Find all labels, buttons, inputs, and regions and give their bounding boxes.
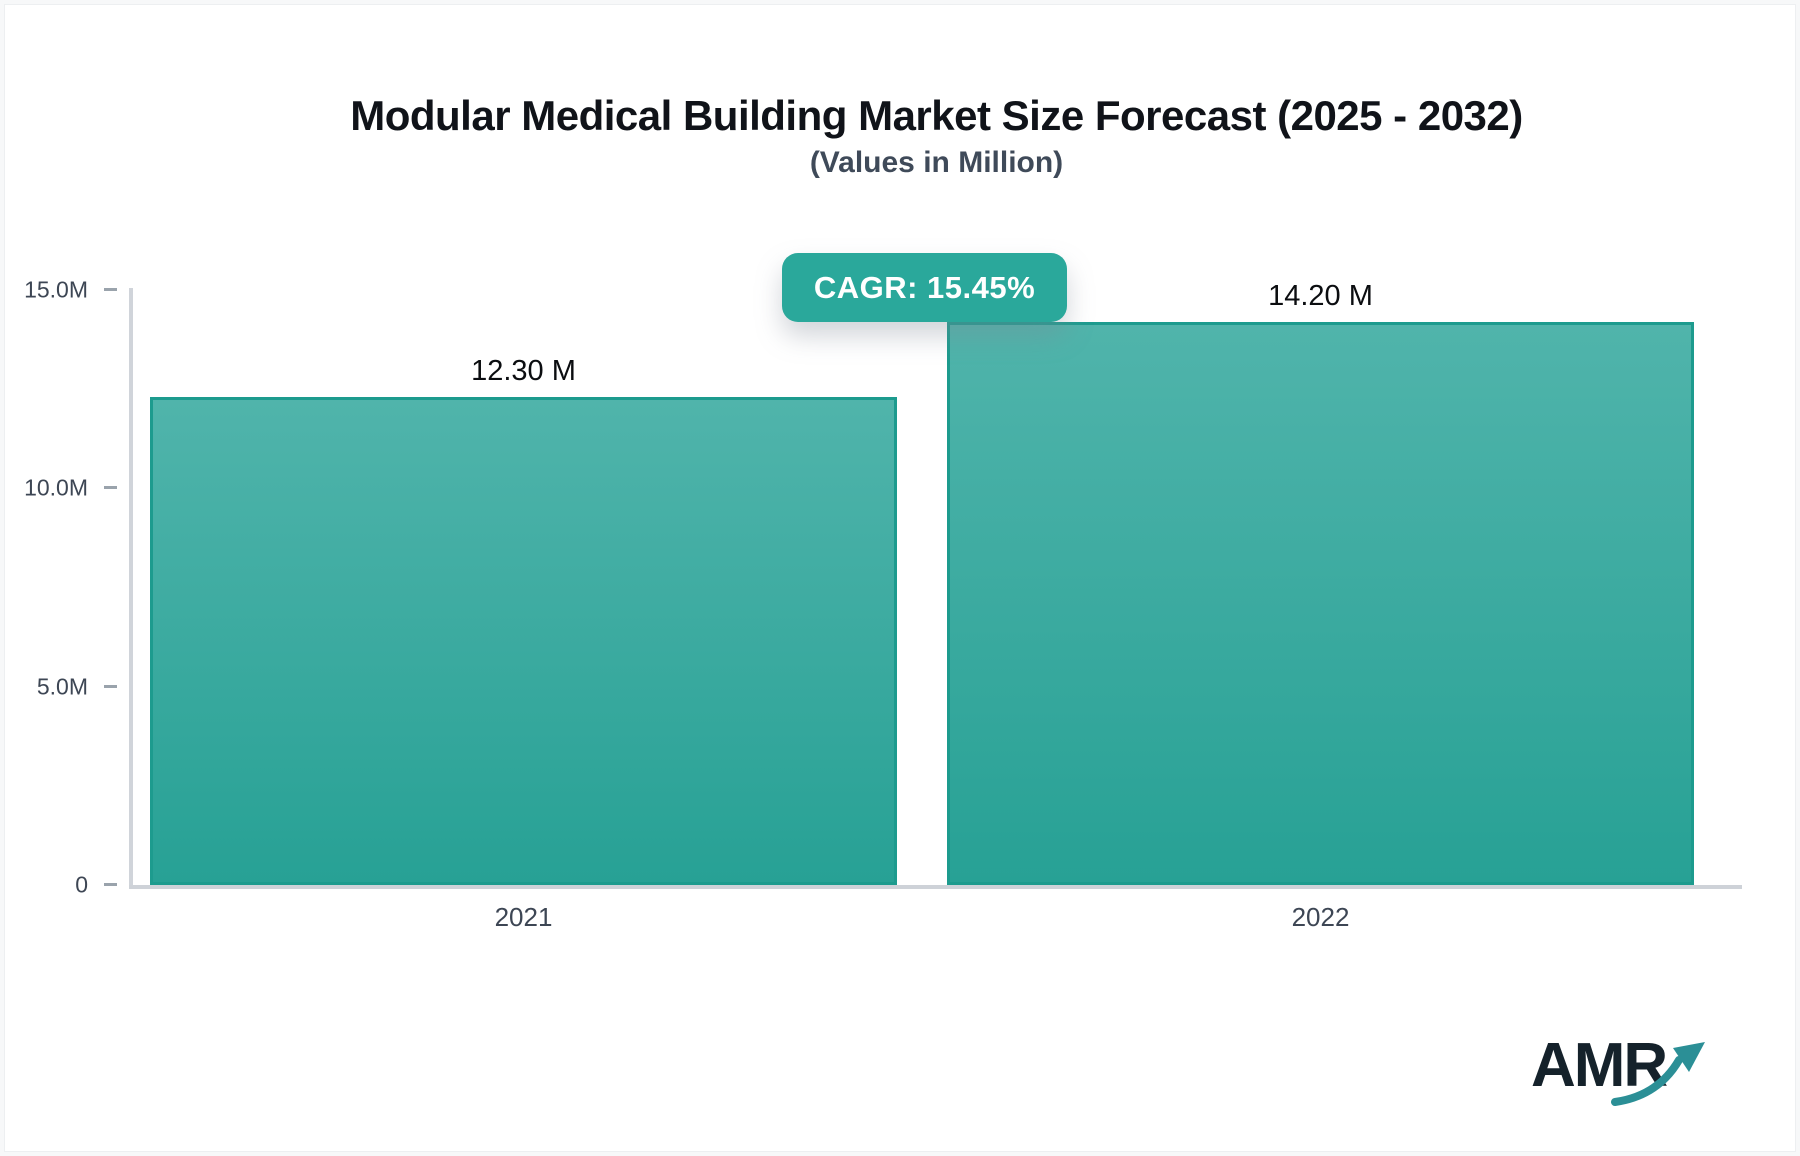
trending-up-arrow-icon (1611, 1042, 1705, 1106)
y-tick-mark (104, 288, 117, 291)
bar (150, 397, 897, 885)
y-axis-line (129, 288, 133, 889)
y-tick-mark (104, 684, 117, 688)
y-tick-label: 5.0M (36, 673, 88, 700)
amr-logo: AMR (1515, 1018, 1735, 1128)
y-tick-mark (104, 486, 117, 490)
chart-subtitle: (Values in Million) (809, 146, 1064, 179)
y-tick-label: 10.0M (24, 474, 88, 501)
bar (947, 321, 1694, 885)
bar-value-label: 12.30 M (471, 355, 576, 388)
x-axis-category-label: 2022 (1291, 902, 1350, 932)
y-tick-mark (104, 883, 117, 886)
y-tick-label: 15.0M (24, 276, 88, 303)
x-axis-line (129, 885, 1742, 889)
cagr-badge: CAGR: 15.45% (782, 253, 1067, 322)
cagr-badge-label: CAGR: 15.45% (813, 269, 1036, 305)
x-axis-category-label: 2021 (494, 902, 553, 932)
chart-title: Modular Medical Building Market Size For… (350, 92, 1523, 139)
y-tick-label: 0 (75, 871, 88, 898)
bar-value-label: 14.20 M (1268, 279, 1373, 312)
